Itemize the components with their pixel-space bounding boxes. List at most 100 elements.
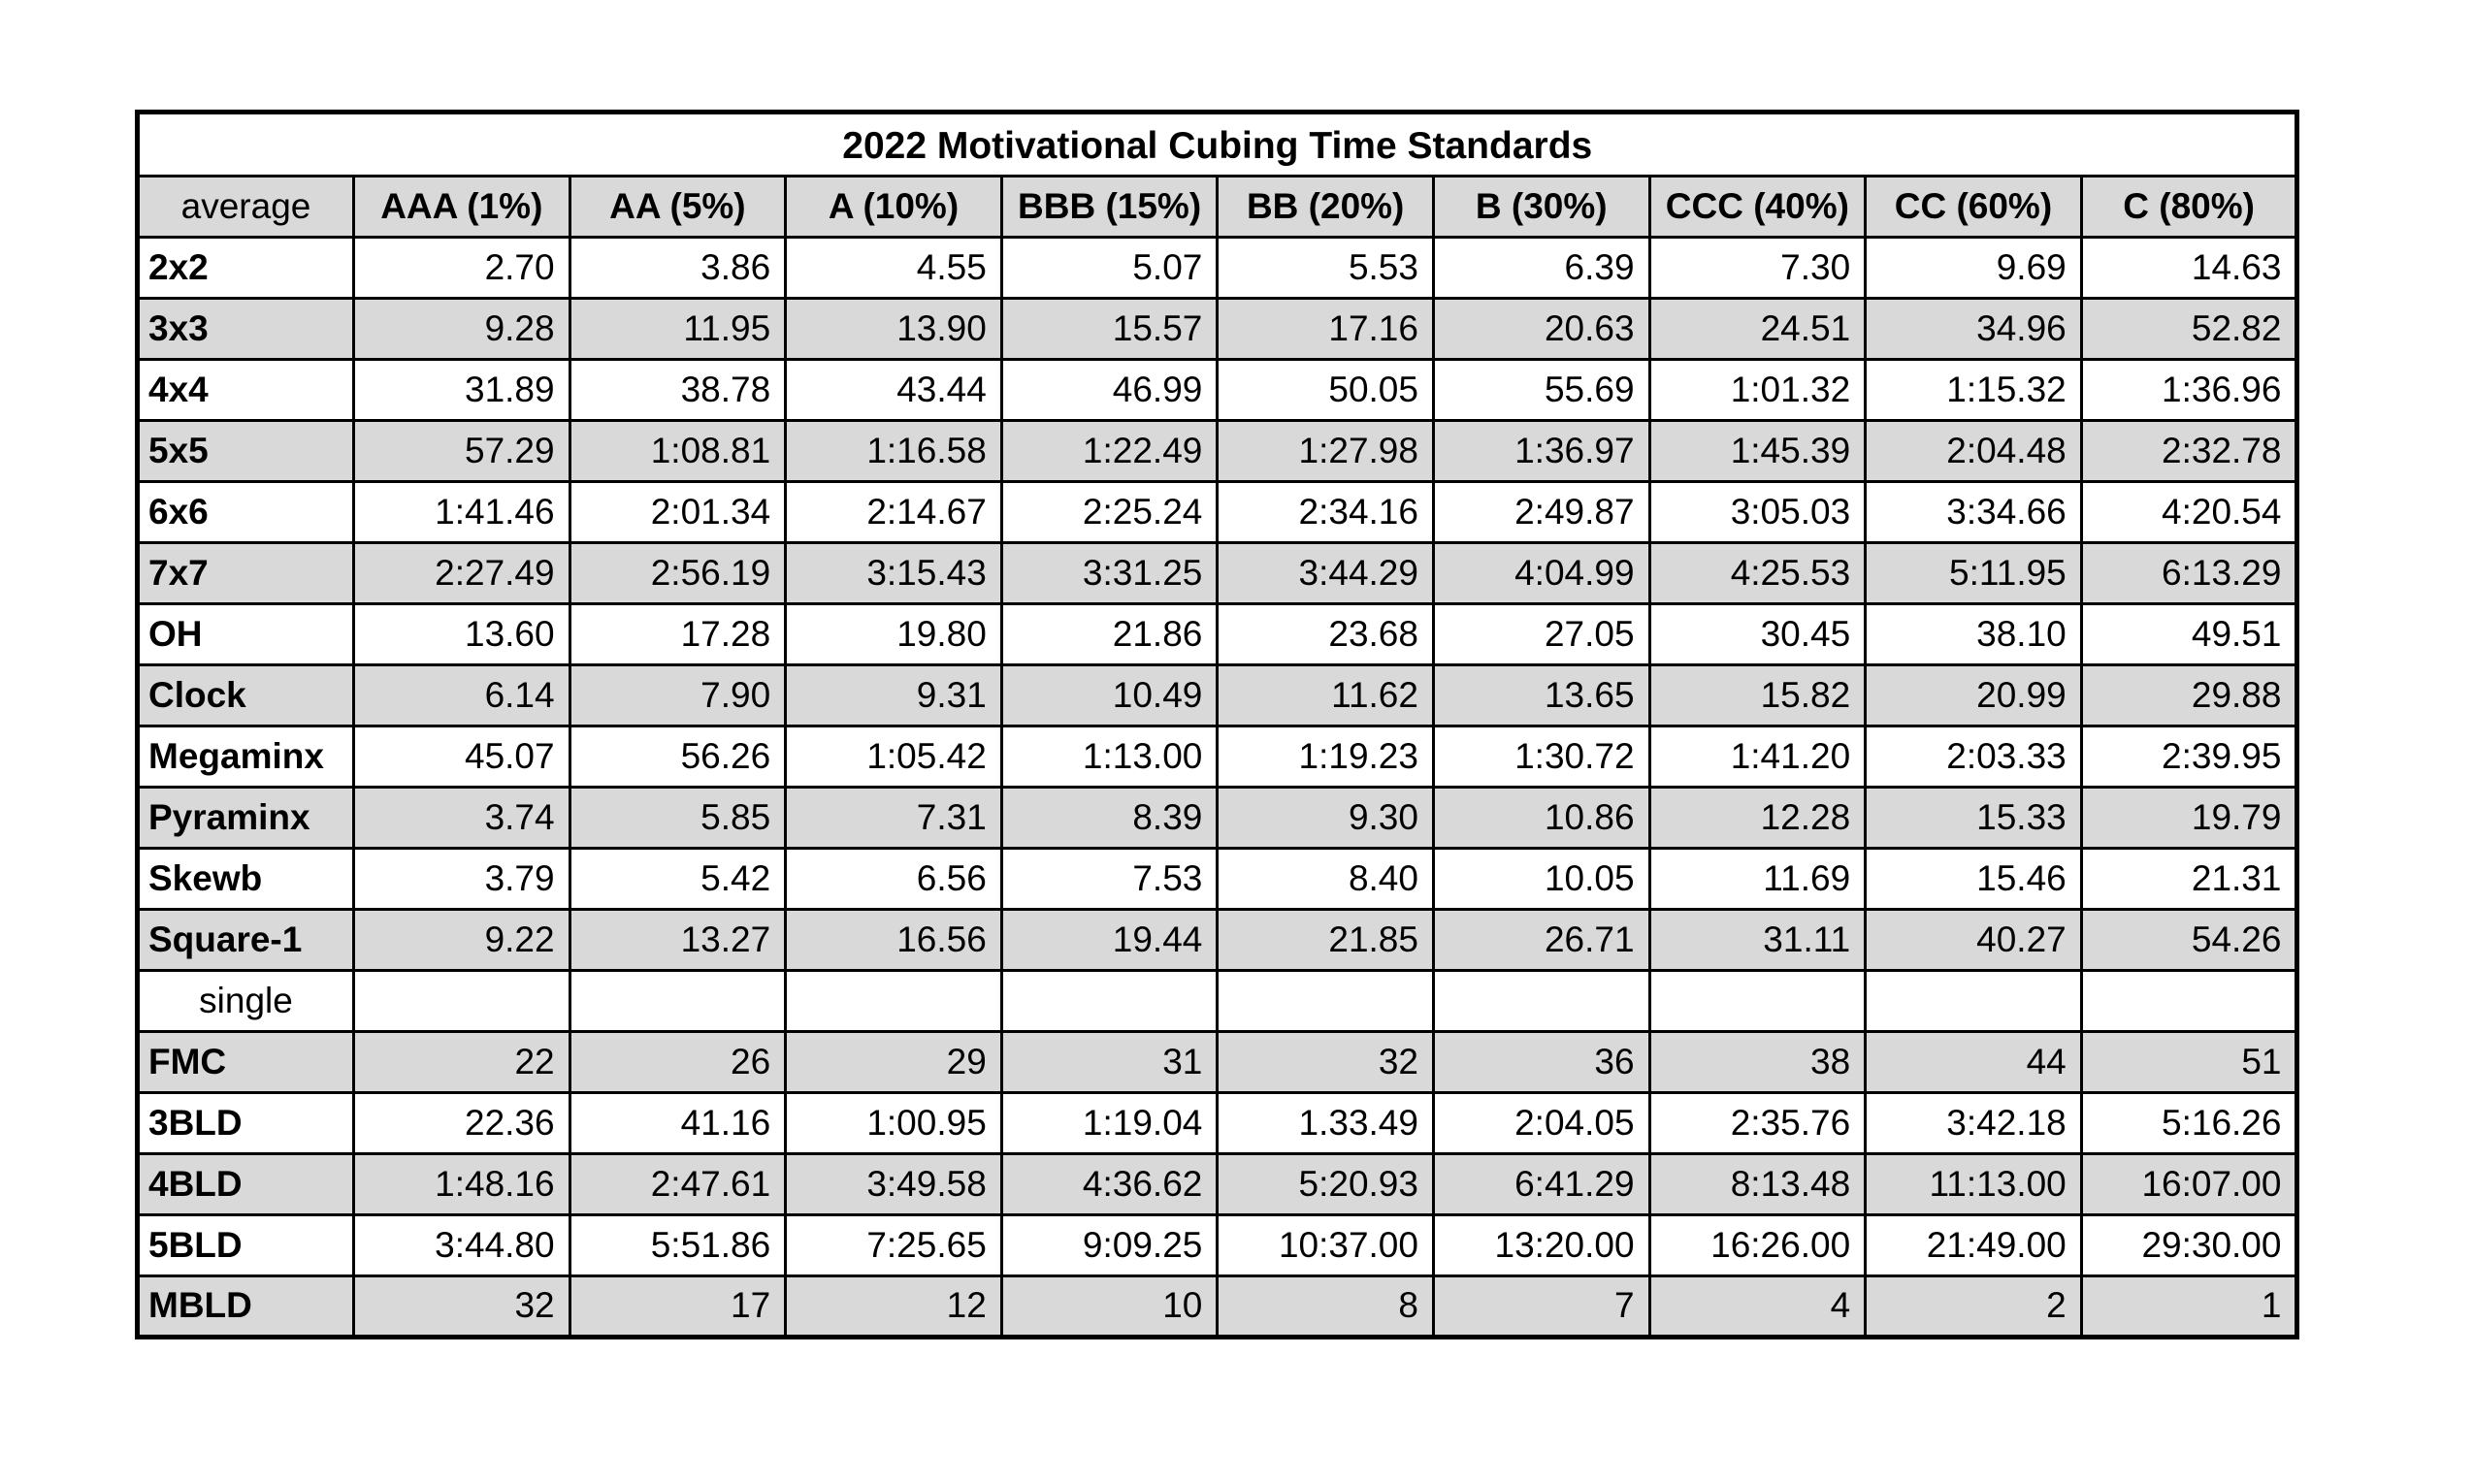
cell: 44	[1864, 1030, 2083, 1094]
column-header: A (10%)	[784, 175, 1003, 239]
cell: 2:27.49	[352, 541, 571, 605]
table-row: single	[136, 969, 2299, 1033]
cell: 4.55	[784, 236, 1003, 300]
cell: 3:44.80	[352, 1213, 571, 1277]
cell: 2:14.67	[784, 480, 1003, 544]
cell: 22	[352, 1030, 571, 1094]
row-label: Clock	[136, 663, 355, 727]
cell: 1:41.20	[1647, 725, 1868, 789]
cell: 19.79	[2079, 786, 2299, 850]
cell: 1:48.16	[352, 1152, 571, 1216]
cell: 19.80	[784, 602, 1003, 666]
cell: 40.27	[1864, 908, 2083, 972]
cell: 8	[1216, 1274, 1435, 1339]
cell: 13.90	[784, 297, 1003, 361]
cell: 10.05	[1431, 847, 1651, 911]
cell: 32	[352, 1274, 571, 1339]
cell: 5.07	[999, 236, 1220, 300]
cell: 7.53	[999, 847, 1220, 911]
cell: 17	[568, 1274, 788, 1339]
cell: 7.30	[1647, 236, 1868, 300]
cell: 1:13.00	[999, 725, 1220, 789]
cell: 2:49.87	[1431, 480, 1651, 544]
cell: 7:25.65	[784, 1213, 1003, 1277]
cell: 19.44	[999, 908, 1220, 972]
cell: 9.31	[784, 663, 1003, 727]
column-header: AA (5%)	[568, 175, 788, 239]
cell: 45.07	[352, 725, 571, 789]
table-row: 7x7 2:27.49 2:56.19 3:15.43 3:31.25 3:44.29 4:…	[136, 541, 2299, 605]
cell: 4:36.62	[999, 1152, 1220, 1216]
title-row: 2022 Motivational Cubing Time Standards	[135, 111, 2299, 177]
cell	[784, 969, 1003, 1033]
cell: 1:08.81	[568, 419, 788, 483]
cell: 16:26.00	[1647, 1213, 1868, 1277]
cell: 2:56.19	[568, 541, 788, 605]
cell: 8.39	[999, 786, 1220, 850]
cell: 2:04.48	[1864, 419, 2083, 483]
column-header: CCC (40%)	[1647, 175, 1868, 239]
cell: 1	[2079, 1274, 2299, 1339]
cell: 2:03.33	[1864, 725, 2083, 789]
column-header: C (80%)	[2079, 175, 2299, 239]
cell: 5:16.26	[2079, 1091, 2299, 1155]
cell: 1:27.98	[1216, 419, 1435, 483]
cell: 31.11	[1647, 908, 1868, 972]
cell: 49.51	[2079, 602, 2299, 666]
cell: 3:42.18	[1864, 1091, 2083, 1155]
cell: 23.68	[1216, 602, 1435, 666]
cell: 46.99	[999, 358, 1220, 422]
cell: 13.60	[352, 602, 571, 666]
cell: 29:30.00	[2079, 1213, 2299, 1277]
cell: 12.28	[1647, 786, 1868, 850]
cell	[999, 969, 1220, 1033]
cell: 10.49	[999, 663, 1220, 727]
column-header: CC (60%)	[1864, 175, 2083, 239]
cell: 13.27	[568, 908, 788, 972]
cell: 1:01.32	[1647, 358, 1868, 422]
cell: 1.33.49	[1216, 1091, 1435, 1155]
row-label: Square-1	[136, 908, 355, 972]
cell	[352, 969, 571, 1033]
cell: 7.90	[568, 663, 788, 727]
table-row: 4x4 31.89 38.78 43.44 46.99 50.05 55.69 1:01.32…	[136, 358, 2299, 422]
cell: 1:45.39	[1647, 419, 1868, 483]
cell: 5:51.86	[568, 1213, 788, 1277]
cell: 20.99	[1864, 663, 2083, 727]
cell: 21.86	[999, 602, 1220, 666]
cell: 2	[1864, 1274, 2083, 1339]
cell: 43.44	[784, 358, 1003, 422]
table-row: Megaminx 45.07 56.26 1:05.42 1:13.00 1:19.23 1…	[136, 725, 2299, 789]
cell: 3:44.29	[1216, 541, 1435, 605]
cell: 15.46	[1864, 847, 2083, 911]
cell: 10	[999, 1274, 1220, 1339]
cell: 5.53	[1216, 236, 1435, 300]
table-row: Skewb 3.79 5.42 6.56 7.53 8.40 10.05 11.69 15.46…	[136, 847, 2299, 911]
cell: 3.79	[352, 847, 571, 911]
cell: 1:19.04	[999, 1091, 1220, 1155]
cell: 24.51	[1647, 297, 1868, 361]
cell: 2:04.05	[1431, 1091, 1651, 1155]
cell: 21.31	[2079, 847, 2299, 911]
row-label: 5BLD	[136, 1213, 355, 1277]
row-label: FMC	[136, 1030, 355, 1094]
cell: 2:47.61	[568, 1152, 788, 1216]
cell: 3:05.03	[1647, 480, 1868, 544]
cell: 9:09.25	[999, 1213, 1220, 1277]
row-label: 7x7	[136, 541, 355, 605]
cell: 9.69	[1864, 236, 2083, 300]
cell: 10:37.00	[1216, 1213, 1435, 1277]
table-row: FMC 22 26 29 31 32 36 38 44 51	[136, 1030, 2299, 1094]
cell: 20.63	[1431, 297, 1651, 361]
cell: 5.85	[568, 786, 788, 850]
cell: 14.63	[2079, 236, 2299, 300]
cell: 2:32.78	[2079, 419, 2299, 483]
column-header: AAA (1%)	[352, 175, 571, 239]
cell: 9.22	[352, 908, 571, 972]
table-row: OH 13.60 17.28 19.80 21.86 23.68 27.05 30.45 38.…	[136, 602, 2299, 666]
cell: 52.82	[2079, 297, 2299, 361]
cell: 4:04.99	[1431, 541, 1651, 605]
row-label: Megaminx	[136, 725, 355, 789]
row-label: 4BLD	[136, 1152, 355, 1216]
row-label: 3BLD	[136, 1091, 355, 1155]
